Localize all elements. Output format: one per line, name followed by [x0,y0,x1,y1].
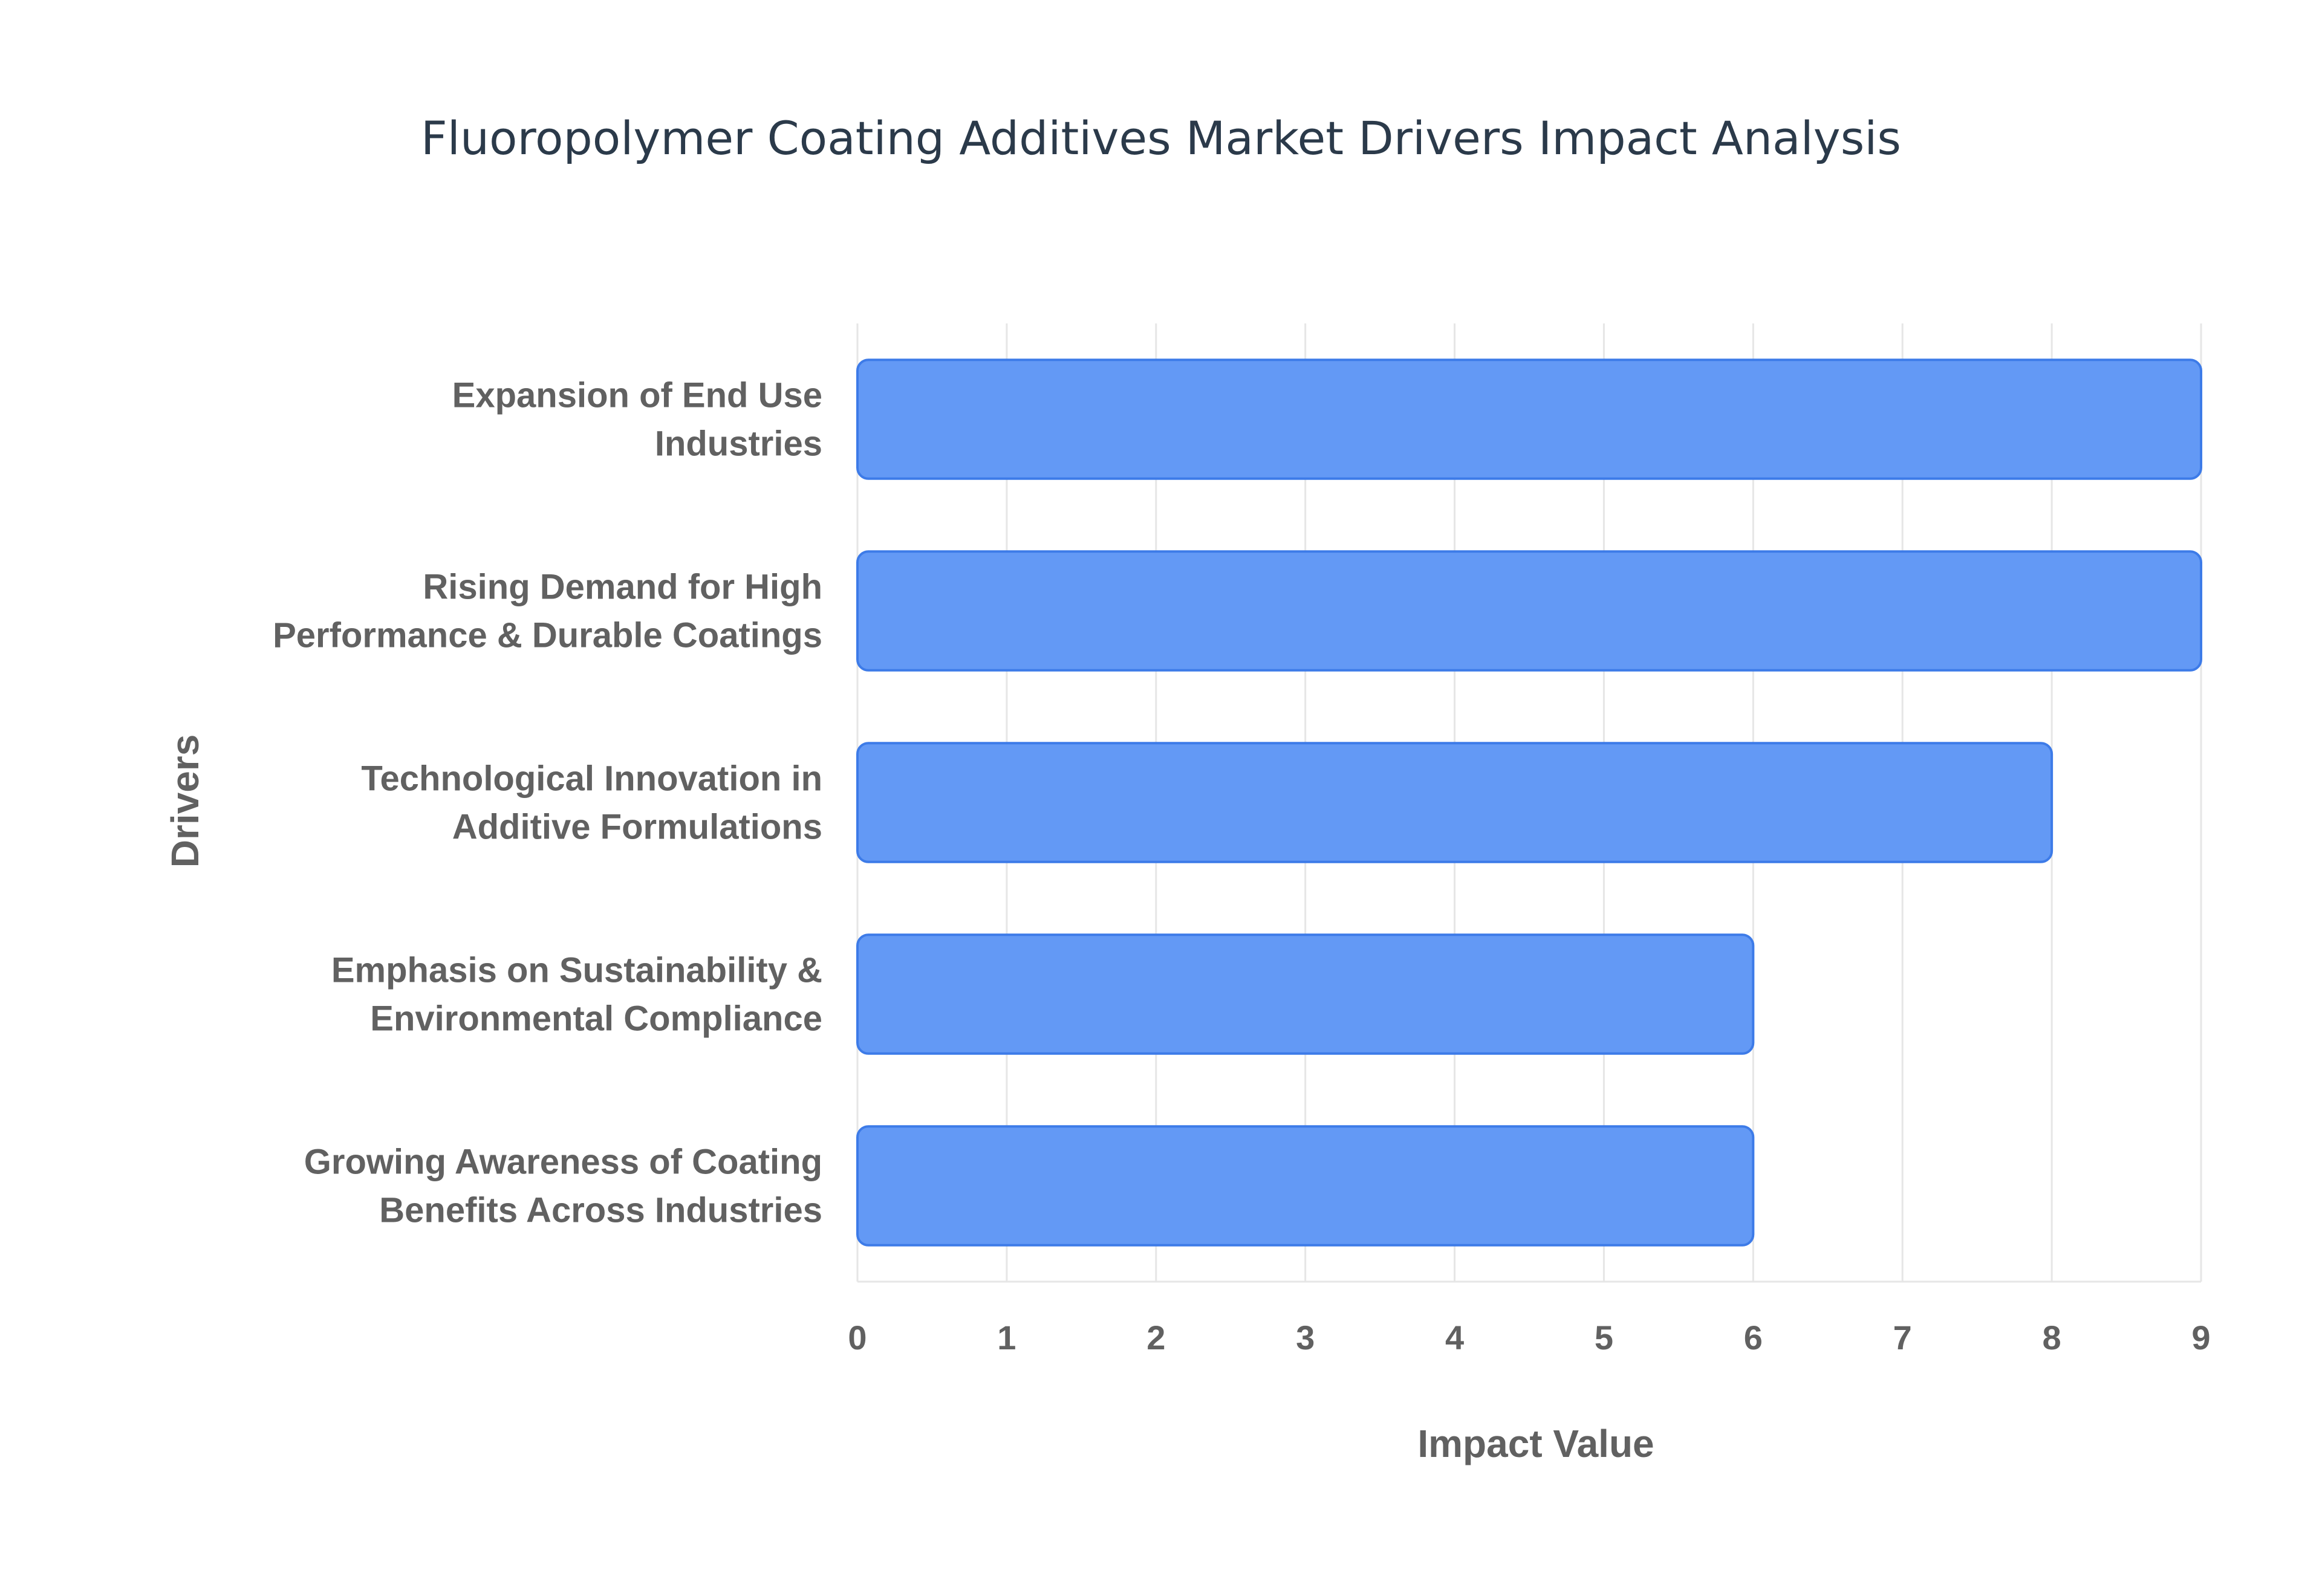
x-tick-label: 2 [1146,1319,1165,1357]
x-tick-label: 7 [1893,1319,1912,1357]
bar [856,742,2054,863]
bar [856,358,2202,480]
category-label: Expansion of End Use [452,376,822,415]
x-tick-label: 5 [1595,1319,1613,1357]
y-axis-title: Drivers [163,735,207,868]
x-axis-title: Impact Value [1417,1422,1654,1465]
x-tick-label: 9 [2191,1319,2210,1357]
bars [856,358,2202,1247]
bar [856,1125,1755,1247]
x-tick-label: 0 [848,1319,867,1357]
category-label: Emphasis on Sustainability & [331,951,822,990]
category-label: Environmental Compliance [370,999,822,1039]
category-labels: Expansion of End Use Industries Rising Dem… [273,376,822,1230]
category-label: Growing Awareness of Coating [304,1143,822,1182]
bar [856,933,1755,1055]
category-label: Performance & Durable Coatings [273,616,822,655]
x-tick-label: 4 [1445,1319,1464,1357]
x-tick-label: 3 [1296,1319,1315,1357]
x-tick-label: 6 [1744,1319,1763,1357]
x-tick-label: 8 [2043,1319,2061,1357]
category-label: Technological Innovation in [361,759,822,799]
x-tick-label: 1 [997,1319,1016,1357]
category-label: Rising Demand for High [423,568,822,607]
category-label: Additive Formulations [452,808,822,847]
bar [856,550,2202,672]
category-label: Benefits Across Industries [379,1191,822,1230]
category-label: Industries [655,424,822,464]
chart-title: Fluoropolymer Coating Additives Market D… [421,111,1901,165]
x-tick-labels: 0 1 2 3 4 5 6 7 8 9 [848,1319,2210,1357]
